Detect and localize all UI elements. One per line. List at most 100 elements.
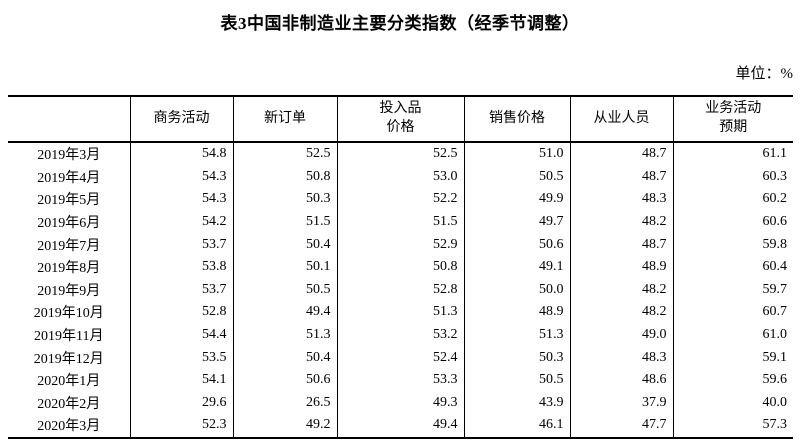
- value-cell: 52.9: [336, 233, 464, 256]
- value-cell: 50.5: [463, 165, 570, 189]
- value-cell: 48.6: [569, 368, 673, 392]
- row-label: 2019年8月: [37, 261, 101, 277]
- row-label: 2019年3月: [37, 148, 101, 164]
- table-row: 2020年1月 54.1 50.6 53.3 50.5 48.6 59.6: [8, 368, 793, 392]
- value-cell: 59.1: [672, 346, 793, 369]
- table-row: 2019年10月 52.8 49.4 51.3 48.9 48.2 60.7: [8, 301, 793, 324]
- unit-label: 单位：%: [735, 66, 794, 82]
- table-row: 2019年6月 54.2 51.5 51.5 49.7 48.2 60.6: [8, 210, 793, 234]
- value-cell: 60.4: [672, 255, 793, 279]
- value-cell: 61.1: [672, 142, 793, 166]
- row-label: 2019年12月: [33, 351, 104, 367]
- column-header: 新订单: [232, 96, 337, 143]
- value-cell: 48.9: [569, 255, 673, 279]
- value-cell: 59.7: [672, 278, 793, 302]
- row-label: 2020年3月: [37, 419, 101, 435]
- table-body: 2019年3月 54.8 52.5 52.5 51.0 48.7 61.1 2019年4月 54…: [8, 142, 793, 438]
- value-cell: 48.7: [569, 233, 673, 256]
- value-cell: 50.5: [463, 368, 570, 392]
- value-cell: 52.4: [336, 346, 464, 369]
- indices-table: 商务活动 新订单 投入品 价格 销售价格 从业人员 业务活动 预期 2019年3月 54.8…: [8, 95, 793, 439]
- row-label: 2019年5月: [37, 193, 101, 209]
- value-cell: 47.7: [569, 414, 673, 438]
- value-cell: 49.3: [336, 391, 464, 415]
- value-cell: 50.8: [232, 165, 337, 189]
- value-cell: 60.7: [672, 301, 793, 324]
- value-cell: 50.0: [463, 278, 570, 302]
- value-cell: 51.5: [232, 210, 337, 234]
- value-cell: 52.3: [129, 414, 233, 438]
- value-cell: 50.4: [232, 346, 337, 369]
- value-cell: 54.1: [129, 368, 233, 392]
- table-row: 2020年2月 29.6 26.5 49.3 43.9 37.9 40.0: [8, 391, 793, 415]
- value-cell: 48.2: [569, 210, 673, 234]
- value-cell: 37.9: [569, 391, 673, 415]
- value-cell: 51.3: [232, 323, 337, 347]
- table-row: 2019年12月 53.5 50.4 52.4 50.3 48.3 59.1: [8, 346, 793, 369]
- header-row: 商务活动 新订单 投入品 价格 销售价格 从业人员 业务活动 预期: [8, 96, 793, 143]
- value-cell: 51.3: [336, 301, 464, 324]
- column-header: 从业人员: [569, 96, 673, 143]
- value-cell: 50.8: [336, 255, 464, 279]
- table-row: 2019年11月 54.4 51.3 53.2 51.3 49.0 61.0: [8, 323, 793, 347]
- value-cell: 60.6: [672, 210, 793, 234]
- row-label: 2019年6月: [37, 216, 101, 232]
- value-cell: 52.8: [129, 301, 233, 324]
- value-cell: 53.2: [336, 323, 464, 347]
- value-cell: 48.7: [569, 142, 673, 166]
- value-cell: 48.7: [569, 165, 673, 189]
- value-cell: 50.3: [463, 346, 570, 369]
- value-cell: 52.2: [336, 188, 464, 211]
- value-cell: 54.4: [129, 323, 233, 347]
- value-cell: 40.0: [672, 391, 793, 415]
- value-cell: 48.3: [569, 188, 673, 211]
- column-header: 销售价格: [463, 96, 570, 143]
- table-row: 2019年5月 54.3 50.3 52.2 49.9 48.3 60.2: [8, 188, 793, 211]
- value-cell: 49.2: [232, 414, 337, 438]
- row-label: 2019年4月: [37, 170, 101, 186]
- value-cell: 48.3: [569, 346, 673, 369]
- value-cell: 29.6: [129, 391, 233, 415]
- value-cell: 60.3: [672, 165, 793, 189]
- value-cell: 50.1: [232, 255, 337, 279]
- value-cell: 53.0: [336, 165, 464, 189]
- column-header: 投入品 价格: [336, 96, 464, 143]
- row-label: 2019年9月: [37, 283, 101, 299]
- table-row: 2019年4月 54.3 50.8 53.0 50.5 48.7 60.3: [8, 165, 793, 189]
- row-label: 2019年11月: [34, 329, 104, 345]
- table-row: 2020年3月 52.3 49.2 49.4 46.1 47.7 57.3: [8, 414, 793, 438]
- table-row: 2019年3月 54.8 52.5 52.5 51.0 48.7 61.1: [8, 142, 793, 166]
- value-cell: 57.3: [672, 414, 793, 438]
- column-header: 商务活动: [129, 96, 233, 143]
- value-cell: 48.2: [569, 278, 673, 302]
- value-cell: 52.8: [336, 278, 464, 302]
- value-cell: 50.4: [232, 233, 337, 256]
- value-cell: 53.7: [129, 278, 233, 302]
- value-cell: 61.0: [672, 323, 793, 347]
- value-cell: 50.6: [232, 368, 337, 392]
- value-cell: 49.7: [463, 210, 570, 234]
- value-cell: 49.0: [569, 323, 673, 347]
- row-label: 2020年2月: [37, 396, 101, 412]
- value-cell: 54.3: [129, 165, 233, 189]
- row-label: 2019年10月: [33, 306, 104, 322]
- column-header: 业务活动 预期: [672, 96, 793, 143]
- value-cell: 52.5: [336, 142, 464, 166]
- value-cell: 54.8: [129, 142, 233, 166]
- page-title: 表3中国非制造业主要分类指数（经季节调整）: [220, 14, 580, 33]
- value-cell: 48.9: [463, 301, 570, 324]
- value-cell: 59.6: [672, 368, 793, 392]
- value-cell: 53.3: [336, 368, 464, 392]
- value-cell: 49.9: [463, 188, 570, 211]
- corner-cell: [8, 96, 130, 143]
- table-row: 2019年9月 53.7 50.5 52.8 50.0 48.2 59.7: [8, 278, 793, 302]
- table-row: 2019年7月 53.7 50.4 52.9 50.6 48.7 59.8: [8, 233, 793, 256]
- value-cell: 53.8: [129, 255, 233, 279]
- value-cell: 49.1: [463, 255, 570, 279]
- value-cell: 50.6: [463, 233, 570, 256]
- row-label: 2020年1月: [37, 374, 101, 390]
- value-cell: 51.5: [336, 210, 464, 234]
- value-cell: 52.5: [232, 142, 337, 166]
- value-cell: 50.3: [232, 188, 337, 211]
- value-cell: 46.1: [463, 414, 570, 438]
